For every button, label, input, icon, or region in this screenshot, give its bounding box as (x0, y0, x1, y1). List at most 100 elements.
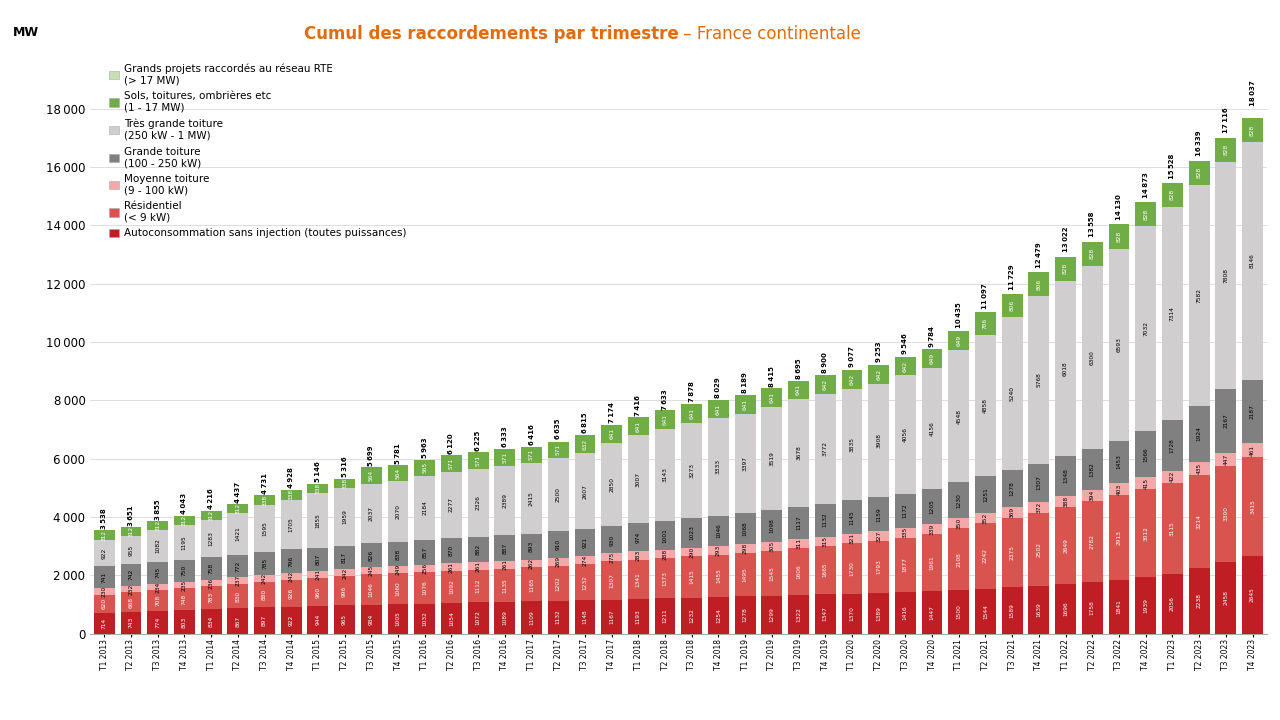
Bar (1082, 490, 1102, 501)
Text: 1046: 1046 (369, 582, 374, 597)
Bar (494, 602, 516, 634)
Text: 1500: 1500 (956, 604, 961, 619)
Text: 758: 758 (209, 563, 214, 574)
Text: 447: 447 (1224, 454, 1229, 465)
Text: 5 699: 5 699 (369, 446, 374, 466)
Text: 1341: 1341 (636, 572, 641, 587)
Text: 642: 642 (850, 374, 855, 384)
Text: 830: 830 (236, 590, 241, 602)
Text: 641: 641 (663, 414, 668, 426)
Bar (361, 543, 381, 567)
Bar (654, 429, 676, 521)
Text: 4 731: 4 731 (261, 473, 268, 494)
Text: 11 729: 11 729 (1009, 264, 1015, 290)
Text: 269: 269 (556, 556, 561, 567)
Text: 312: 312 (128, 526, 133, 537)
Bar (334, 488, 355, 546)
Bar (1055, 456, 1076, 495)
Text: 921: 921 (582, 537, 588, 549)
Bar (307, 484, 329, 493)
Text: 6 333: 6 333 (502, 427, 508, 447)
Text: 745: 745 (155, 567, 160, 578)
Text: 564: 564 (396, 467, 401, 479)
Bar (334, 570, 355, 577)
Bar (735, 395, 755, 414)
Text: 1421: 1421 (236, 526, 241, 541)
Bar (975, 513, 996, 523)
Bar (1028, 502, 1050, 513)
Text: 232: 232 (128, 583, 133, 595)
Text: 2108: 2108 (956, 552, 961, 567)
Text: 965: 965 (342, 614, 347, 625)
Bar (575, 529, 595, 557)
Bar (975, 588, 996, 634)
Text: 3115: 3115 (1170, 521, 1175, 536)
Bar (868, 384, 890, 498)
Bar (681, 404, 703, 423)
Text: 996: 996 (342, 585, 347, 596)
Bar (1242, 557, 1263, 634)
Bar (1162, 183, 1183, 207)
Legend: Grands projets raccordés au réseau RTE
(> 17 MW), Sols, toitures, ombrières etc
: Grands projets raccordés au réseau RTE (… (106, 61, 408, 240)
Text: 17 116: 17 116 (1222, 107, 1229, 133)
Bar (1135, 489, 1156, 577)
Bar (975, 312, 996, 335)
Text: 1132: 1132 (556, 610, 561, 624)
Bar (762, 407, 782, 510)
Text: 1232: 1232 (689, 608, 694, 623)
Text: 1877: 1877 (902, 557, 908, 572)
Text: 742: 742 (128, 570, 133, 580)
Text: 8 189: 8 189 (742, 372, 748, 393)
Text: 1251: 1251 (983, 487, 988, 502)
Bar (602, 425, 622, 444)
Text: 275: 275 (609, 552, 614, 563)
Text: 3908: 3908 (877, 433, 881, 448)
Bar (388, 465, 408, 482)
Text: 7 633: 7 633 (662, 389, 668, 410)
Bar (1082, 501, 1102, 582)
Bar (841, 370, 863, 389)
Bar (788, 548, 809, 595)
Text: 2458: 2458 (1224, 590, 1229, 606)
Text: 1639: 1639 (1037, 603, 1042, 617)
Text: 1205: 1205 (929, 500, 934, 514)
Bar (442, 538, 462, 564)
Bar (1082, 266, 1102, 449)
Text: 1924: 1924 (1197, 426, 1202, 441)
Text: 3 855: 3 855 (155, 499, 161, 520)
Bar (841, 534, 863, 543)
Bar (1108, 495, 1129, 580)
Bar (442, 564, 462, 571)
Bar (815, 375, 836, 394)
Bar (735, 544, 755, 553)
Text: 249: 249 (396, 564, 401, 575)
Text: 750: 750 (182, 565, 187, 576)
Bar (467, 469, 489, 536)
Text: 828: 828 (1224, 144, 1229, 156)
Text: 2037: 2037 (369, 506, 374, 521)
Text: 2850: 2850 (609, 477, 614, 492)
Text: 893: 893 (529, 541, 534, 552)
Bar (948, 350, 969, 482)
Bar (361, 484, 381, 543)
Text: 1855: 1855 (315, 513, 320, 528)
Bar (521, 463, 541, 534)
Text: 18 037: 18 037 (1249, 81, 1256, 106)
Bar (1055, 256, 1076, 281)
Text: 2070: 2070 (396, 504, 401, 519)
Bar (307, 571, 329, 578)
Text: 245: 245 (369, 565, 374, 577)
Bar (762, 541, 782, 551)
Bar (708, 554, 728, 597)
Bar (708, 546, 728, 554)
Bar (762, 551, 782, 595)
Text: 803: 803 (182, 616, 187, 628)
Text: 7 174: 7 174 (609, 402, 614, 423)
Text: 642: 642 (902, 361, 908, 372)
Bar (548, 458, 568, 531)
Bar (575, 435, 595, 454)
Text: 352: 352 (983, 513, 988, 523)
Bar (120, 612, 141, 634)
Text: 6018: 6018 (1064, 361, 1068, 376)
Bar (93, 567, 115, 588)
